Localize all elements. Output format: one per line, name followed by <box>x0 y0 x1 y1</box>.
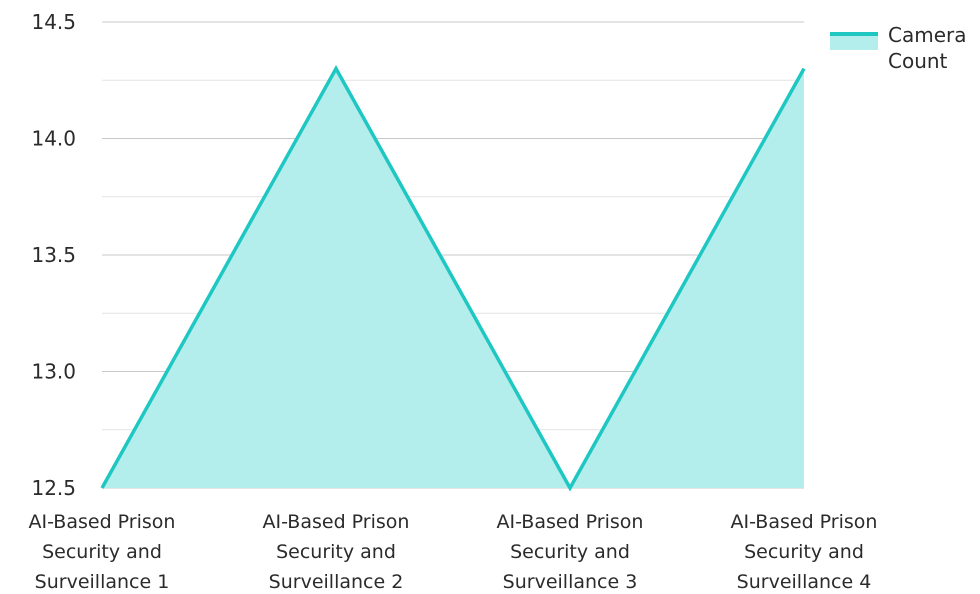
x-category-label: AI-Based Prison Security and Surveillance … <box>731 511 878 593</box>
y-axis: 12.5 13.0 13.5 14.0 14.5 <box>31 10 76 500</box>
legend-swatch <box>830 32 878 50</box>
y-tick-label: 14.0 <box>31 127 76 151</box>
area-series <box>102 69 804 489</box>
x-category-label: AI-Based Prison Security and Surveillance … <box>263 511 410 593</box>
y-tick-label: 14.5 <box>31 10 76 34</box>
legend-label: Camera Count <box>888 22 980 74</box>
x-category-label: AI-Based Prison Security and Surveillance … <box>29 511 176 593</box>
y-tick-label: 13.0 <box>31 360 76 384</box>
x-category-label: AI-Based Prison Security and Surveillance … <box>497 511 644 593</box>
y-tick-label: 13.5 <box>31 243 76 267</box>
legend: Camera Count <box>830 22 980 74</box>
y-tick-label: 12.5 <box>31 476 76 500</box>
x-axis: AI-Based Prison Security and Surveillance … <box>29 511 878 593</box>
